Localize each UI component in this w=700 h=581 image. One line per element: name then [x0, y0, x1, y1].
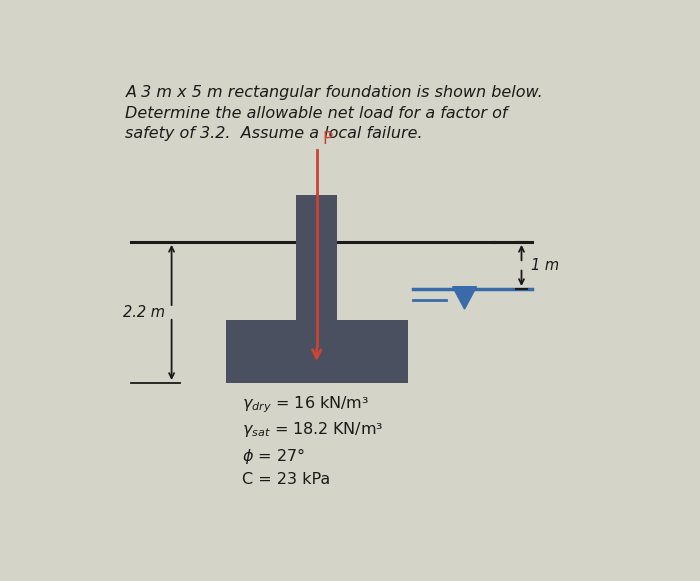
Text: safety of 3.2.  Assume a local failure.: safety of 3.2. Assume a local failure.	[125, 125, 423, 141]
Text: P: P	[322, 130, 332, 148]
Text: $\gamma_{dry}$ = 16 kN/m³: $\gamma_{dry}$ = 16 kN/m³	[242, 394, 369, 415]
Bar	[226, 320, 407, 383]
Text: Determine the allowable net load for a factor of: Determine the allowable net load for a f…	[125, 106, 508, 120]
Text: A 3 m x 5 m rectangular foundation is shown below.: A 3 m x 5 m rectangular foundation is sh…	[125, 85, 543, 101]
Text: $\gamma_{sat}$ = 18.2 KN/m³: $\gamma_{sat}$ = 18.2 KN/m³	[242, 420, 384, 439]
Text: $\phi$ = 27°: $\phi$ = 27°	[242, 446, 305, 466]
Bar	[296, 195, 337, 320]
Polygon shape	[453, 286, 477, 309]
Text: 2.2 m: 2.2 m	[122, 305, 164, 320]
Text: 1 m: 1 m	[531, 258, 559, 273]
Text: C = 23 kPa: C = 23 kPa	[242, 472, 330, 487]
